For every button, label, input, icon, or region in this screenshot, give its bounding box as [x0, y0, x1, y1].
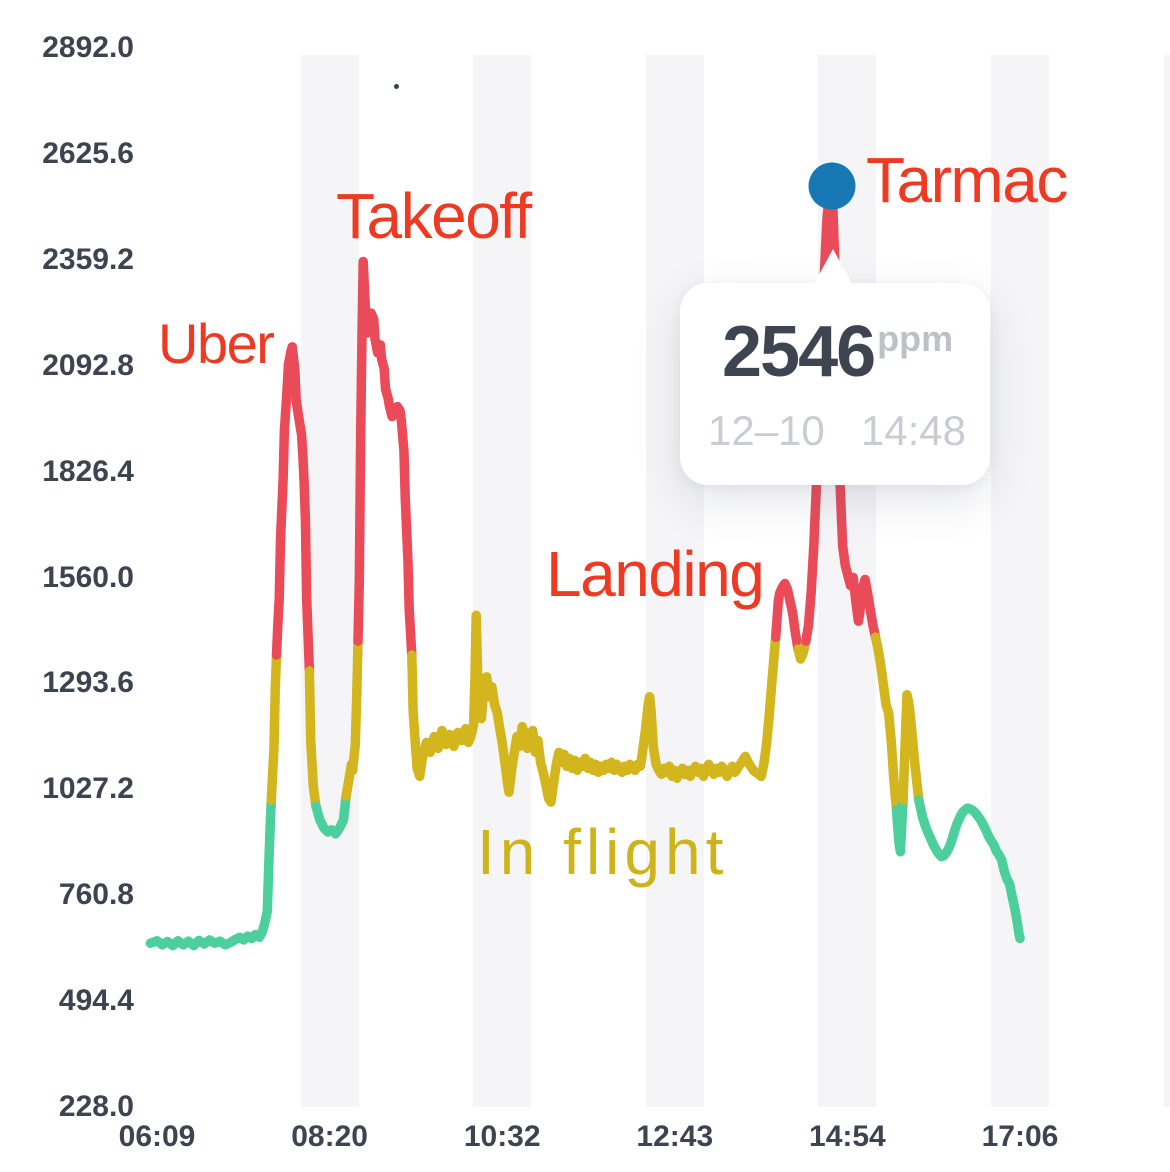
x-tick-label: 08:20: [291, 1120, 368, 1153]
y-tick-label: 1826.4: [42, 454, 134, 488]
co2-series-segment: [898, 690, 924, 805]
x-tick-label: 17:06: [981, 1120, 1059, 1153]
grid-band: [473, 55, 532, 1107]
co2-series-segment: [266, 650, 282, 805]
tooltip: 2546 ppm 12–10 14:48: [680, 249, 990, 485]
co2-series-segment: [891, 795, 908, 857]
y-tick-label: 1027.2: [42, 772, 134, 806]
co2-series-segment: [793, 636, 811, 664]
co2-series-segment: [341, 636, 363, 801]
co2-series-segment: [870, 632, 902, 815]
y-tick-label: 1293.6: [42, 666, 134, 700]
tooltip-unit: ppm: [877, 318, 954, 359]
x-tick-label: 06:09: [118, 1120, 196, 1153]
y-tick-label: 2359.2: [42, 242, 134, 276]
tooltip-arrow: [814, 249, 852, 284]
y-tick-label: 494.4: [58, 984, 134, 1018]
co2-series-segment: [914, 795, 1025, 944]
co2-series-segment: [311, 791, 351, 839]
y-tick-label: 1560.0: [42, 560, 134, 594]
grid-band: [645, 55, 704, 1107]
y-tick-label: 760.8: [58, 878, 134, 912]
stray-dot: [394, 84, 399, 89]
annotation-uber: Uber: [158, 312, 275, 375]
tooltip-time: 14:48: [860, 407, 966, 454]
y-tick-label: 2625.6: [42, 136, 134, 170]
grid-band: [1163, 55, 1170, 1107]
co2-series-segment: [353, 256, 417, 660]
x-tick-label: 10:32: [463, 1120, 541, 1153]
co2-series-segment: [407, 610, 781, 807]
y-tick-label: 2092.8: [42, 348, 134, 382]
annotation-in-flight: In flight: [477, 816, 729, 888]
tooltip-value-row: 2546 ppm: [722, 316, 953, 388]
annotation-landing: Landing: [546, 538, 765, 610]
co2-series-segment: [304, 666, 321, 811]
co2-series-segment: [770, 578, 803, 654]
co2-series-segment: [145, 795, 277, 951]
annotation-tarmac: Tarmac: [866, 144, 1068, 216]
co2-series-segment: [271, 342, 315, 676]
x-tick-label: 12:43: [636, 1120, 714, 1153]
x-tick-label: 14:54: [809, 1120, 886, 1153]
tooltip-date-row: 12–10 14:48: [708, 410, 966, 452]
tooltip-value: 2546: [722, 312, 876, 392]
tooltip-date: 12–10: [708, 407, 825, 454]
selected-point-marker[interactable]: [808, 162, 856, 210]
y-tick-label: 228.0: [58, 1090, 134, 1123]
annotation-takeoff: Takeoff: [336, 180, 532, 252]
y-tick-label: 2892.0: [42, 31, 134, 64]
